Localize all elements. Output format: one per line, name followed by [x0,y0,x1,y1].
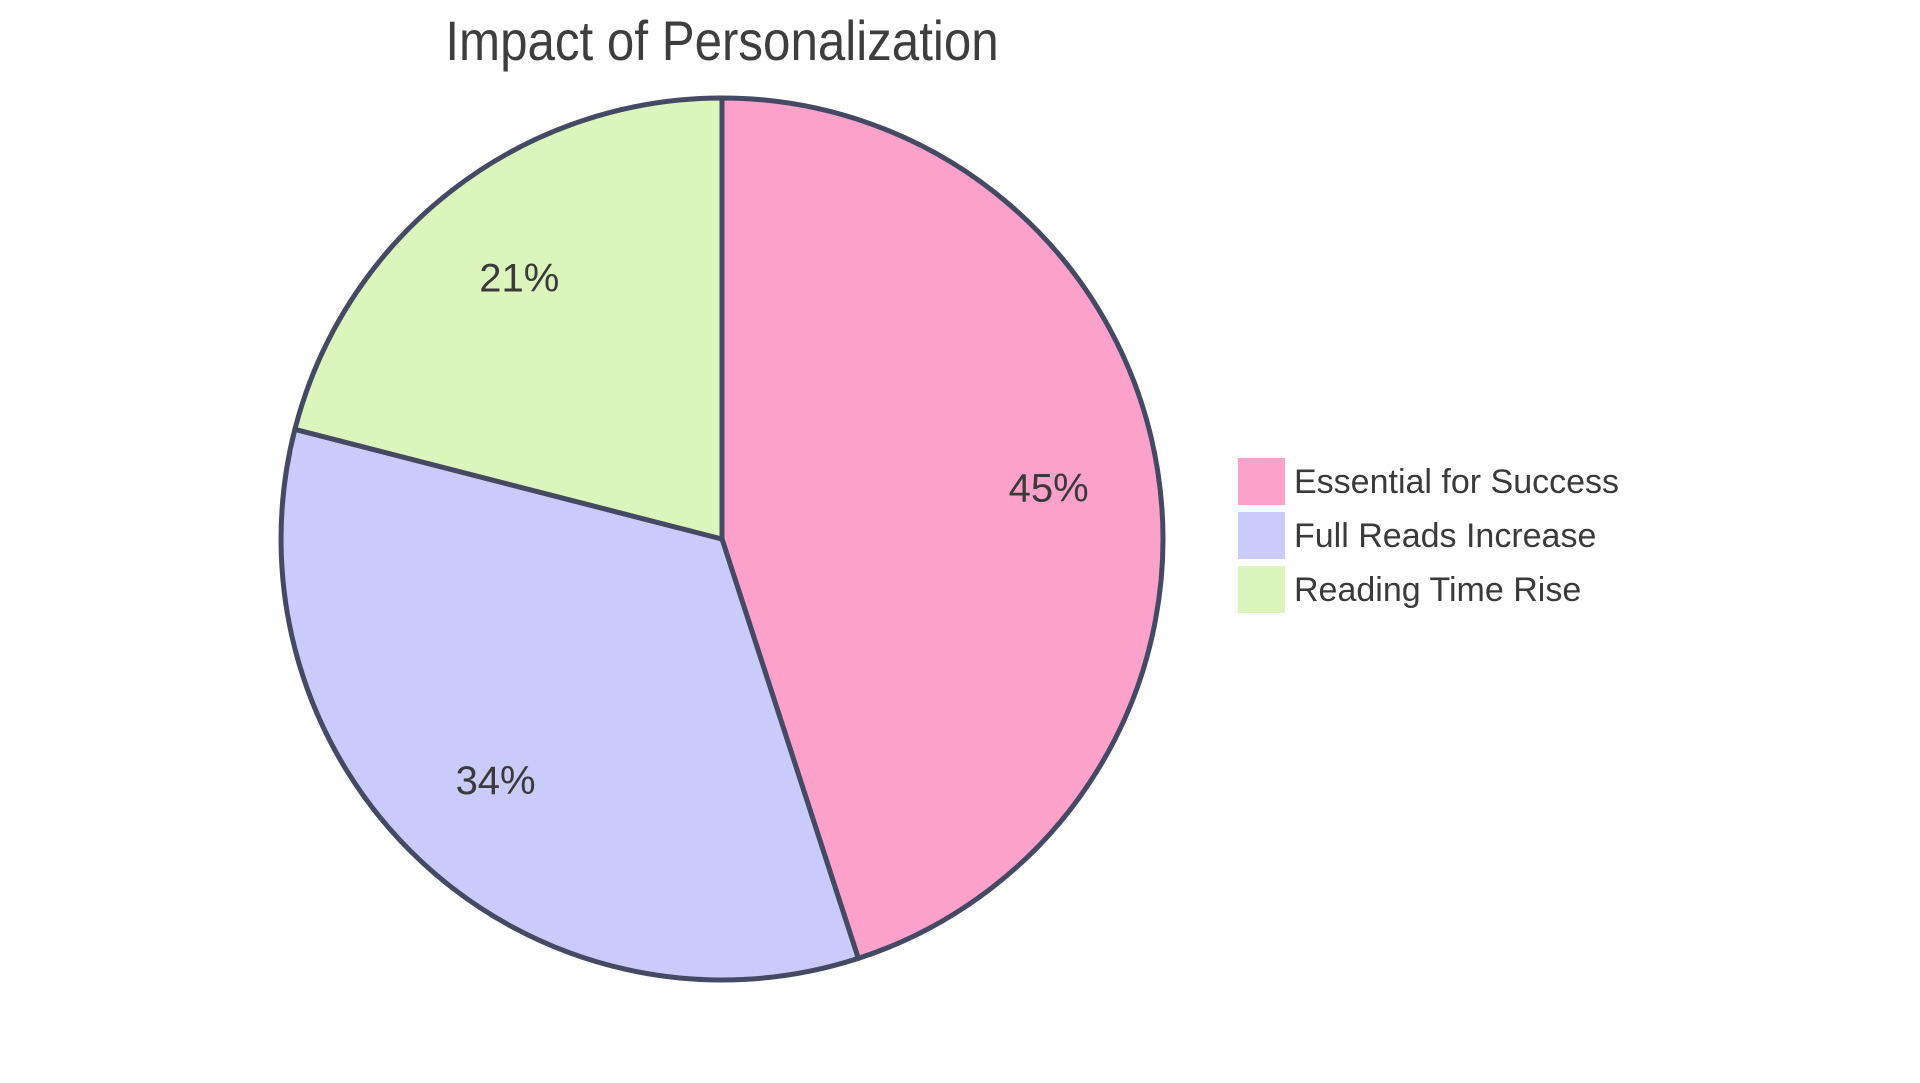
legend-label: Essential for Success [1294,462,1620,501]
pie-percent-label-full-reads-increase: 34% [456,759,536,803]
legend-swatch-icon [1238,458,1285,505]
pie-percent-label-essential-for-success: 45% [1009,466,1089,510]
legend-swatch-icon [1238,512,1285,559]
pie-slice-essential-for-success [719,95,1166,961]
pie-slice-reading-time-rise [292,95,725,542]
chart-title: Impact of Personalization [408,10,1037,72]
legend-item-essential-for-success: Essential for Success [1238,458,1619,505]
pie-percent-label-reading-time-rise: 21% [479,257,559,301]
legend-label: Full Reads Increase [1294,516,1597,555]
pie-slice-full-reads-increase [278,426,861,983]
chart-legend: Essential for Success Full Reads Increase… [1238,458,1619,613]
chart-title-text: Impact of Personalization [445,9,999,72]
legend-label: Reading Time Rise [1294,570,1582,609]
legend-item-reading-time-rise: Reading Time Rise [1238,566,1619,613]
legend-swatch-icon [1238,566,1285,613]
legend-item-full-reads-increase: Full Reads Increase [1238,512,1619,559]
